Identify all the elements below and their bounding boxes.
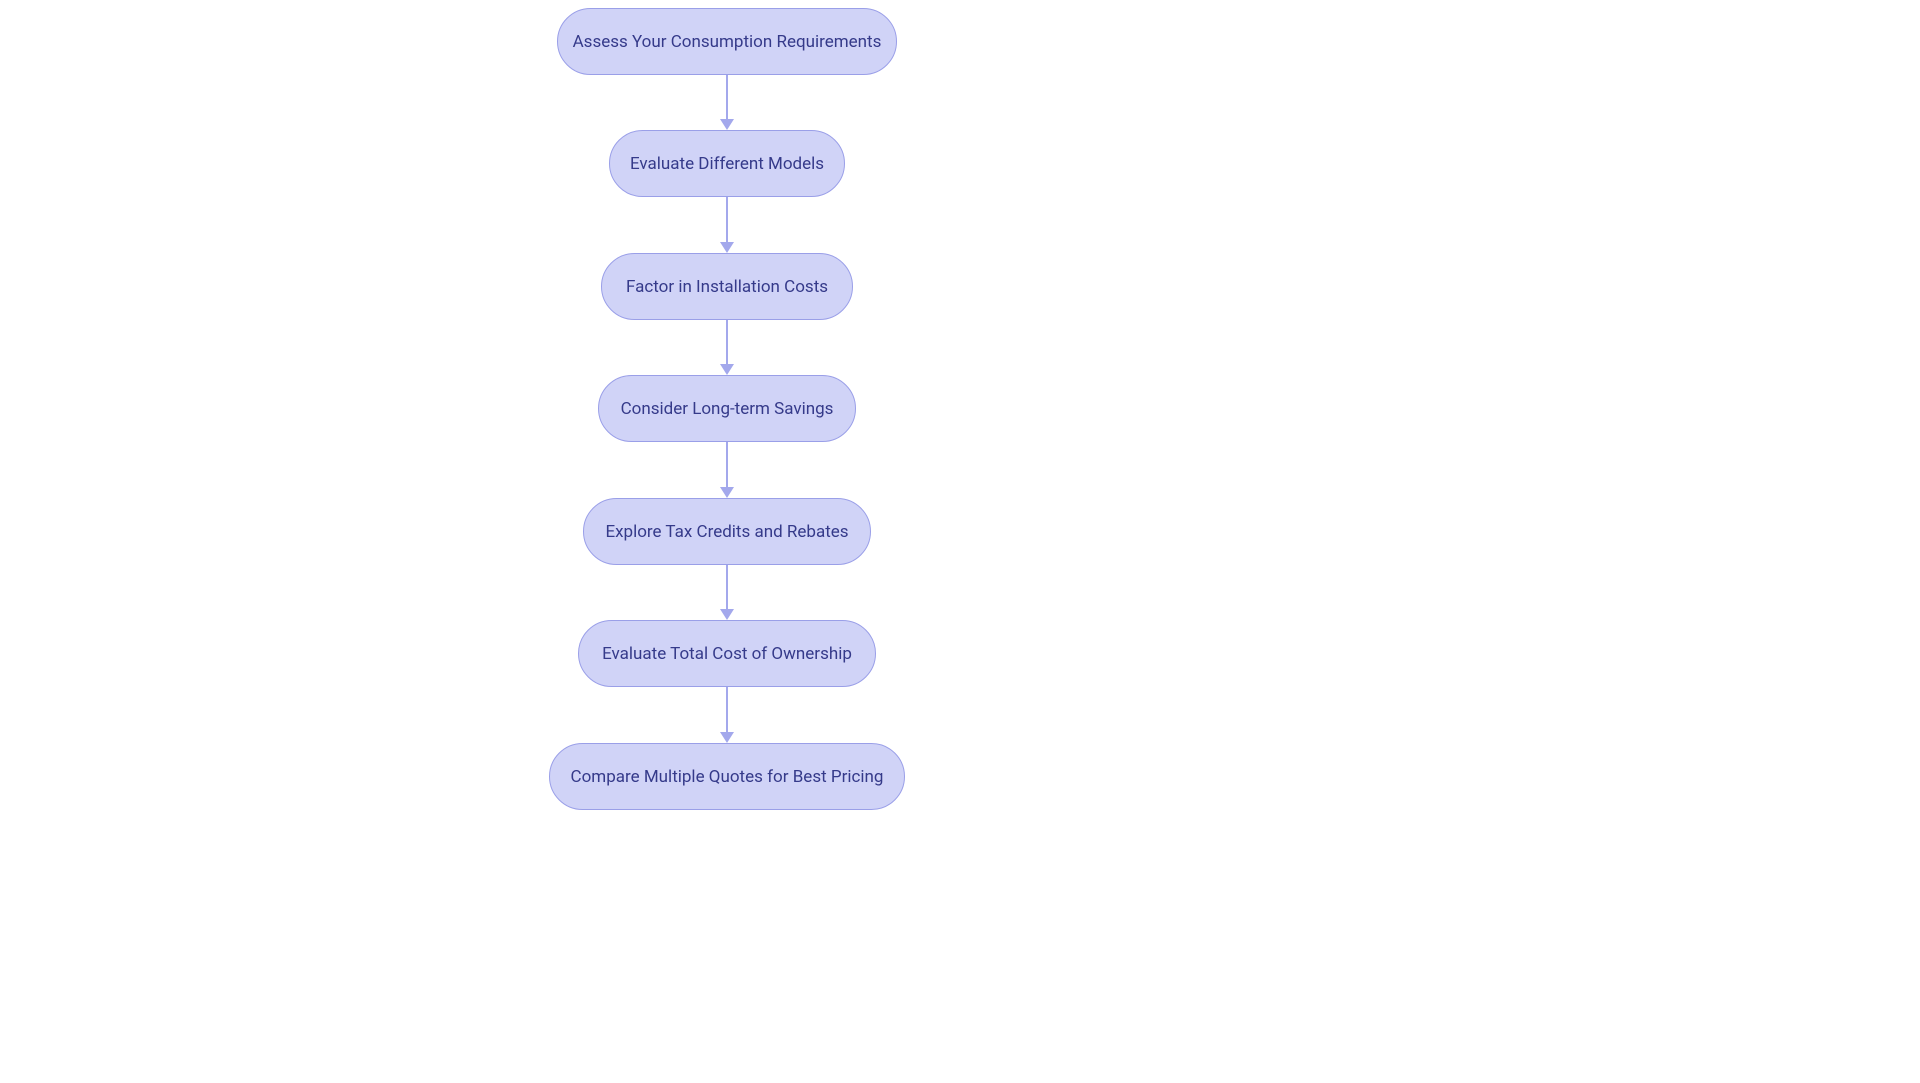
flow-arrow-line [726,320,728,364]
flow-node-label: Consider Long-term Savings [585,399,870,419]
flow-arrow-head [720,364,734,375]
flow-arrow-head [720,119,734,130]
flow-node-label: Evaluate Total Cost of Ownership [566,644,888,664]
flow-arrow-line [726,687,728,732]
flow-arrow-head [720,487,734,498]
flow-arrow-head [720,609,734,620]
flow-node-7: Compare Multiple Quotes for Best Pricing [549,743,905,810]
flow-arrow-line [726,75,728,119]
flow-arrow-head [720,242,734,253]
flow-node-1: Assess Your Consumption Requirements [557,8,897,75]
flowchart-container: Assess Your Consumption Requirements Eval… [0,0,1920,1083]
flow-node-label: Explore Tax Credits and Rebates [569,522,884,542]
flow-arrow-line [726,565,728,609]
flow-node-3: Factor in Installation Costs [601,253,853,320]
flow-arrow-head [720,732,734,743]
flow-node-label: Factor in Installation Costs [590,277,864,297]
flow-arrow-line [726,442,728,487]
flow-node-label: Evaluate Different Models [594,154,860,174]
flow-node-4: Consider Long-term Savings [598,375,856,442]
flow-node-6: Evaluate Total Cost of Ownership [578,620,876,687]
flow-node-5: Explore Tax Credits and Rebates [583,498,871,565]
flow-node-label: Compare Multiple Quotes for Best Pricing [535,767,920,787]
flow-arrow-line [726,197,728,242]
flow-node-2: Evaluate Different Models [609,130,845,197]
flow-node-label: Assess Your Consumption Requirements [537,32,918,52]
